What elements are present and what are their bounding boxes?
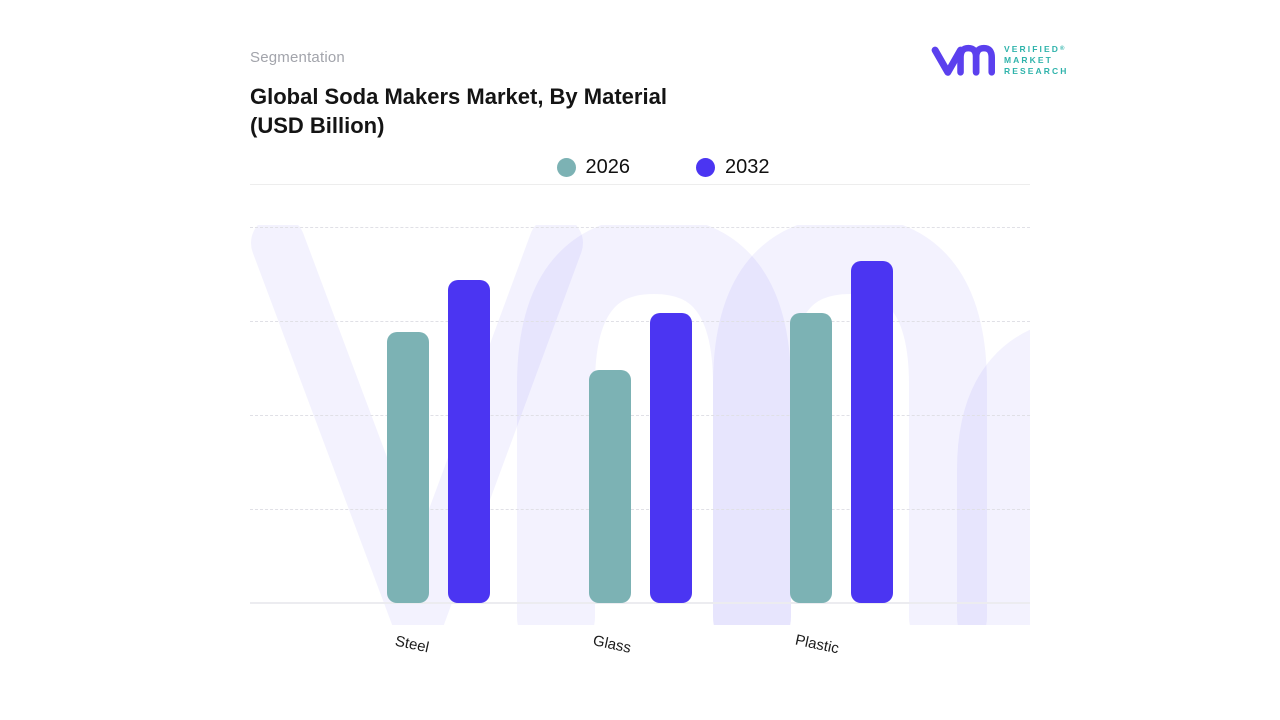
bar-group-steel [387, 227, 490, 603]
bar-glass-2032 [650, 313, 692, 603]
vmr-logo: VERIFIED® MARKET RESEARCH [931, 40, 1069, 80]
chart-area [250, 225, 1030, 625]
bars-container [250, 227, 1030, 603]
bar-group-plastic [790, 227, 893, 603]
gridline-75 [250, 321, 1030, 322]
vmr-wordmark-line3: RESEARCH [1004, 65, 1069, 76]
legend-swatch-2032 [696, 157, 715, 177]
chart-title-line2: (USD Billion) [250, 113, 385, 138]
bar-group-glass [589, 227, 692, 603]
vmr-logo-glyph-icon [931, 44, 995, 76]
legend-label-2026: 2026 [585, 155, 631, 178]
plot-area [250, 227, 1030, 604]
x-axis-labels: Steel Glass Plastic [250, 630, 1030, 675]
gridline-25 [250, 509, 1030, 510]
vmr-watermark-icon [251, 225, 1030, 625]
vmr-wordmark: VERIFIED® MARKET RESEARCH [1004, 44, 1069, 77]
x-axis-label-steel: Steel [393, 632, 431, 657]
bar-steel-2032 [448, 280, 490, 603]
bar-plastic-2032 [851, 261, 893, 603]
bar-glass-2026 [589, 370, 631, 603]
x-axis-line [250, 602, 1030, 604]
chart-legend: 2026 2032 [273, 154, 1053, 180]
gridline-50 [250, 415, 1030, 416]
chart-title: Global Soda Makers Market, By Material (… [250, 82, 870, 140]
vmr-wordmark-line1: VERIFIED® [1004, 43, 1065, 54]
legend-item-2032: 2032 [696, 156, 770, 179]
legend-item-2026: 2026 [556, 155, 631, 179]
registered-mark: ® [1060, 45, 1065, 52]
legend-label-2032: 2032 [725, 155, 770, 178]
legend-swatch-2026 [556, 157, 576, 177]
bar-plastic-2026 [790, 313, 832, 603]
bar-steel-2026 [387, 332, 429, 603]
segmentation-eyebrow: Segmentation [250, 49, 345, 66]
gridline-100 [250, 227, 1030, 228]
x-axis-label-glass: Glass [591, 632, 633, 657]
chart-title-line1: Global Soda Makers Market, By Material [250, 84, 667, 109]
legend-divider [250, 184, 1030, 185]
x-axis-label-plastic: Plastic [793, 631, 841, 658]
vmr-wordmark-line2: MARKET [1004, 54, 1053, 65]
